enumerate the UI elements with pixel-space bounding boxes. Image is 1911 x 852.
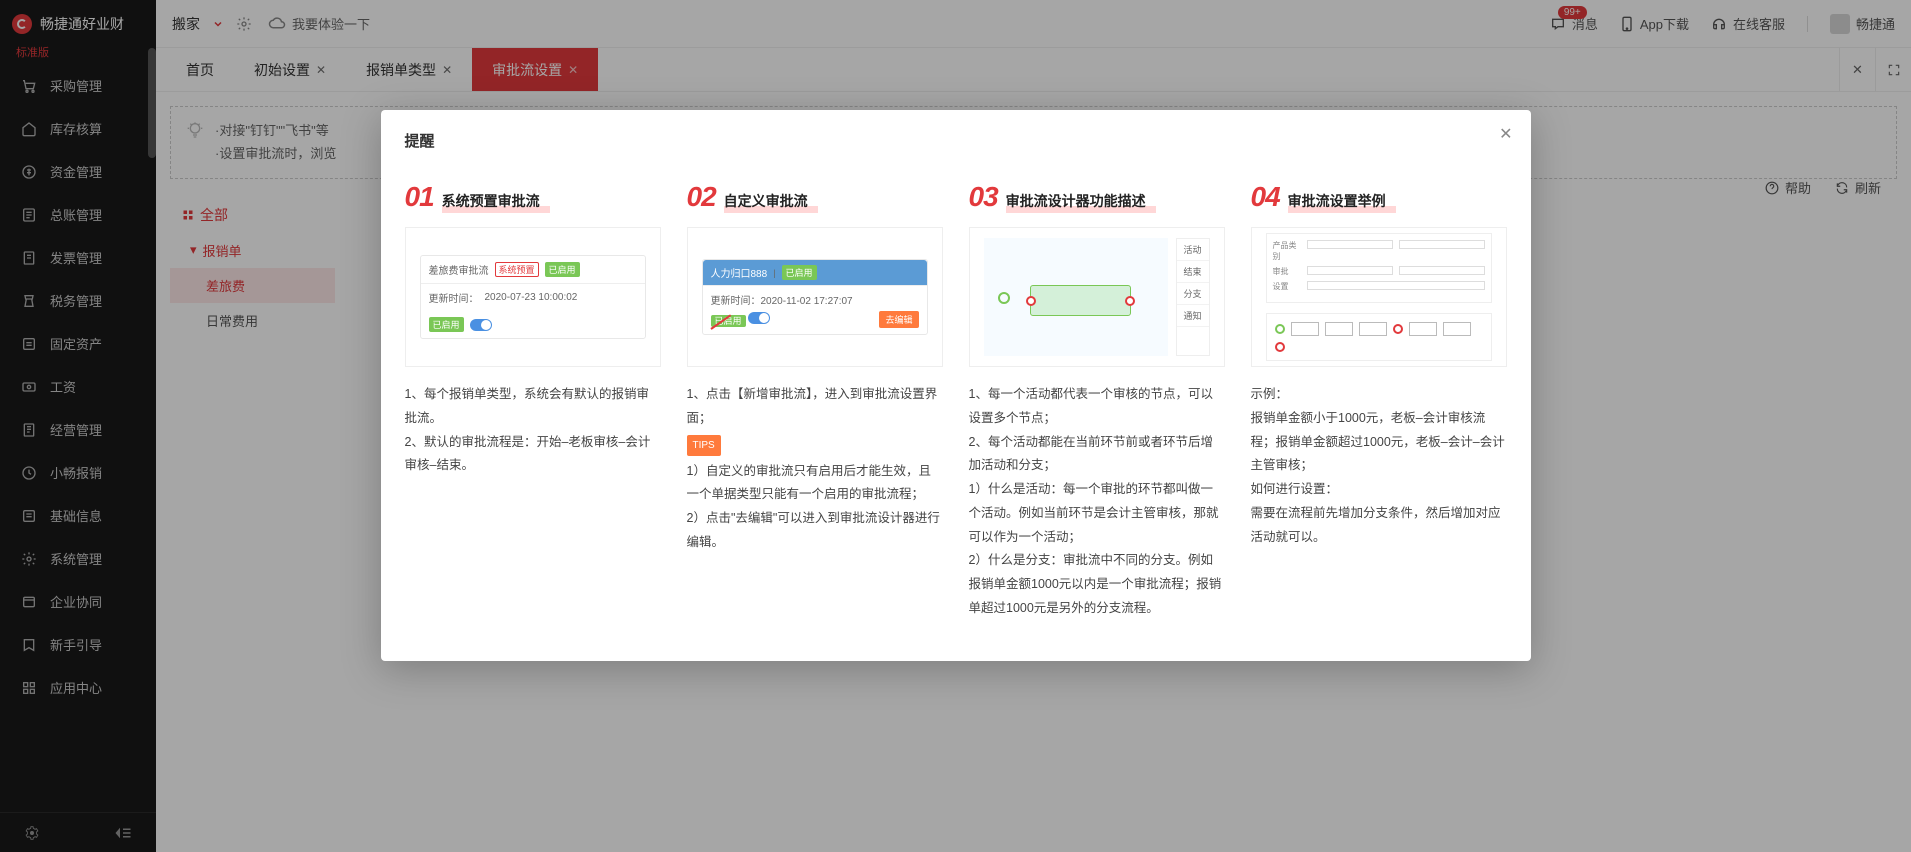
card-01: 01 系统预置审批流 差旅费审批流系统预置已启用 更新时间：2020-07-23 …	[405, 181, 661, 478]
card-03-desc: 1、每一个活动都代表一个审核的节点，可以设置多个节点；2、每个活动都能在当前环节…	[969, 383, 1225, 621]
card-02: 02 自定义审批流 人力归口888|已启用 更新时间：2020-11-02 17:…	[687, 181, 943, 555]
card-num: 03	[969, 181, 998, 213]
card-01-desc: 1、每个报销单类型，系统会有默认的报销审批流。2、默认的审批流程是：开始–老板审…	[405, 383, 661, 478]
card-num: 01	[405, 181, 434, 213]
card-02-desc: 1、点击【新增审批流】，进入到审批流设置界面；TIPS1）自定义的审批流只有启用…	[687, 383, 943, 555]
card-02-thumb: 人力归口888|已启用 更新时间：2020-11-02 17:27:07 已启用…	[687, 227, 943, 367]
card-04-desc: 示例：报销单金额小于1000元，老板–会计审核流程；报销单金额超过1000元，老…	[1251, 383, 1507, 549]
modal: 提醒 ✕ 01 系统预置审批流 差旅费审批流系统预置已启用 更新时间：2020-0…	[381, 110, 1531, 661]
card-03-thumb: 活动结束分支通知	[969, 227, 1225, 367]
modal-cards: 01 系统预置审批流 差旅费审批流系统预置已启用 更新时间：2020-07-23 …	[405, 181, 1507, 621]
card-num: 02	[687, 181, 716, 213]
card-01-thumb: 差旅费审批流系统预置已启用 更新时间：2020-07-23 10:00:02 已…	[405, 227, 661, 367]
toggle-icon	[470, 319, 492, 331]
card-title: 系统预置审批流	[442, 191, 540, 211]
card-title: 审批流设计器功能描述	[1006, 191, 1146, 211]
modal-close-button[interactable]: ✕	[1499, 124, 1512, 144]
card-04: 04 审批流设置举例 产品类别 审批 设置 示例：报销单金额小于1000元，老板–…	[1251, 181, 1507, 549]
card-title: 自定义审批流	[724, 191, 808, 211]
card-num: 04	[1251, 181, 1280, 213]
card-04-thumb: 产品类别 审批 设置	[1251, 227, 1507, 367]
modal-mask[interactable]: 提醒 ✕ 01 系统预置审批流 差旅费审批流系统预置已启用 更新时间：2020-0…	[0, 0, 1911, 852]
toggle-icon	[748, 312, 770, 324]
card-title: 审批流设置举例	[1288, 191, 1386, 211]
modal-title: 提醒	[405, 130, 1507, 151]
card-03: 03 审批流设计器功能描述 活动结束分支通知 1、每一个活动都代表一个审核的节点，…	[969, 181, 1225, 621]
